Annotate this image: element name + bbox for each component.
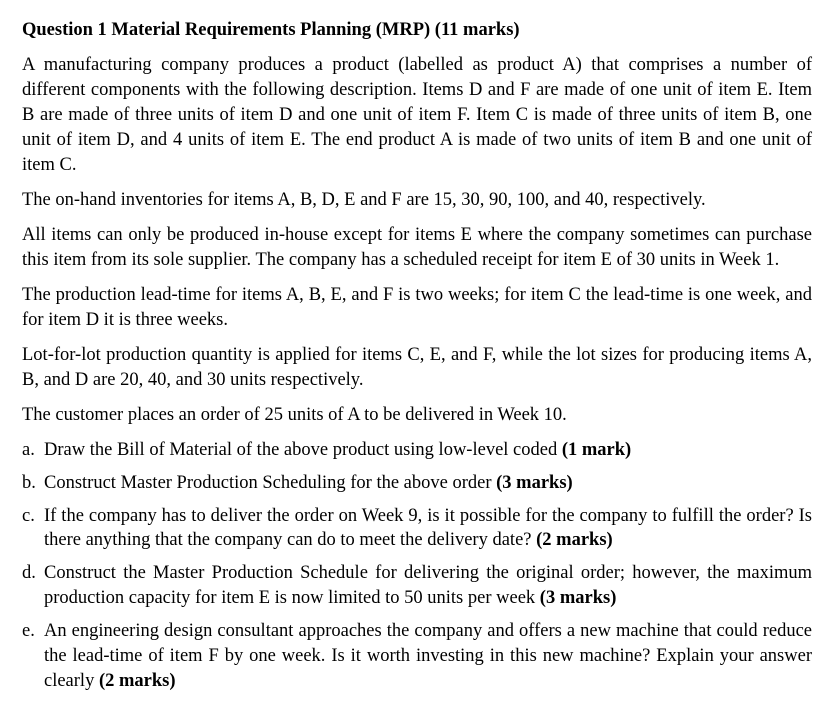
item-marks: (3 marks) [540,588,617,608]
paragraph-2: The on-hand inventories for items A, B, … [22,188,812,213]
list-text: Draw the Bill of Material of the above p… [44,438,812,463]
list-item-a: a. Draw the Bill of Material of the abov… [22,438,812,463]
item-marks: (3 marks) [496,473,573,493]
list-text: Construct the Master Production Schedule… [44,561,812,611]
paragraph-1: A manufacturing company produces a produ… [22,53,812,178]
list-item-c: c. If the company has to deliver the ord… [22,504,812,554]
item-text: Construct Master Production Scheduling f… [44,473,496,493]
list-marker: a. [22,438,44,463]
item-text: Draw the Bill of Material of the above p… [44,440,562,460]
list-marker: c. [22,504,44,554]
list-marker: e. [22,619,44,694]
paragraph-4: The production lead-time for items A, B,… [22,283,812,333]
item-marks: (2 marks) [536,530,613,550]
list-text: If the company has to deliver the order … [44,504,812,554]
list-item-e: e. An engineering design consultant appr… [22,619,812,694]
item-text: If the company has to deliver the order … [44,506,812,551]
paragraph-3: All items can only be produced in-house … [22,223,812,273]
question-title: Question 1 Material Requirements Plannin… [22,18,812,43]
item-text: Construct the Master Production Schedule… [44,563,812,608]
item-marks: (1 mark) [562,440,631,460]
list-item-d: d. Construct the Master Production Sched… [22,561,812,611]
list-item-b: b. Construct Master Production Schedulin… [22,471,812,496]
paragraph-5: Lot-for-lot production quantity is appli… [22,343,812,393]
paragraph-6: The customer places an order of 25 units… [22,403,812,428]
list-marker: b. [22,471,44,496]
list-marker: d. [22,561,44,611]
item-marks: (2 marks) [99,671,176,691]
list-text: Construct Master Production Scheduling f… [44,471,812,496]
question-list: a. Draw the Bill of Material of the abov… [22,438,812,695]
list-text: An engineering design consultant approac… [44,619,812,694]
